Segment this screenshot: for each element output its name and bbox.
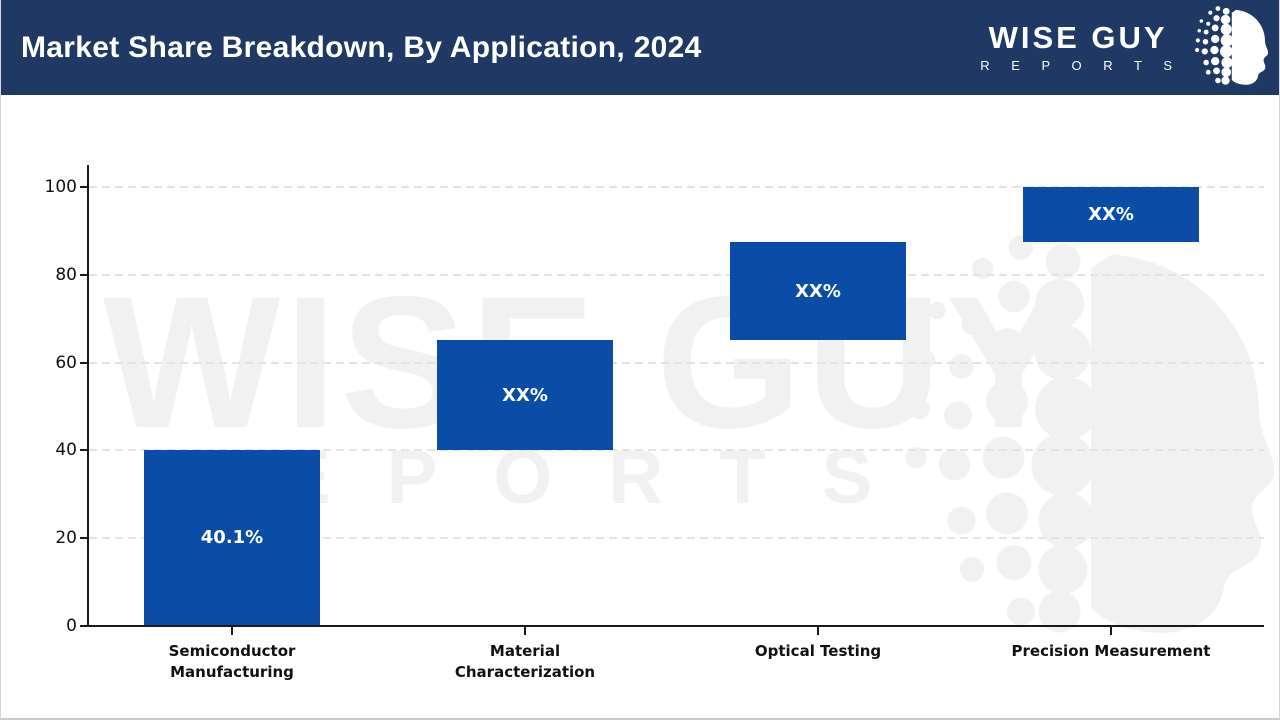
gridline-40 — [89, 449, 1264, 452]
y-axis-tick — [80, 625, 88, 627]
logo-subtext: R E P O R T S — [980, 58, 1181, 73]
y-axis-tick-label: 20 — [55, 528, 77, 549]
y-axis-tick-label: 60 — [55, 352, 77, 373]
gridline-100 — [89, 186, 1264, 188]
y-axis-tick-label: 0 — [66, 616, 77, 636]
y-axis-tick — [80, 361, 88, 364]
logo-wordmark: WISE GUY — [988, 20, 1168, 55]
x-axis-tick — [817, 627, 819, 635]
x-axis-tick — [231, 627, 233, 635]
y-axis-tick-label: 80 — [55, 264, 77, 285]
y-axis-tick — [80, 186, 88, 188]
x-axis-tick — [1110, 627, 1112, 635]
gridline-80 — [89, 273, 1264, 276]
x-axis-category-label: Optical Testing — [754, 642, 882, 660]
logo-text: WISE GUY R E P O R T S — [975, 22, 1181, 73]
x-axis-category-label: Semiconductor Manufacturing — [168, 642, 296, 681]
y-axis-tick — [80, 449, 88, 452]
page-title: Market Share Breakdown, By Application, … — [21, 30, 702, 64]
x-axis-line — [86, 625, 1264, 627]
y-axis-tick — [80, 537, 88, 540]
gridline-60 — [89, 361, 1264, 364]
watermark-head-icon — [905, 235, 1275, 633]
gridline-20 — [89, 537, 1264, 540]
bar-value-label: XX% — [1088, 204, 1134, 226]
x-axis-category-label: Material Characterization — [454, 642, 596, 681]
bar-value-label: 40.1% — [200, 527, 264, 549]
logo-head-icon — [1195, 5, 1269, 85]
bar-optical-testing: XX% — [730, 242, 906, 341]
bar-material-characterization: XX% — [437, 340, 613, 450]
x-axis-category-label: Precision Measurement — [1011, 642, 1211, 660]
bar-value-label: XX% — [795, 280, 841, 302]
y-axis-line — [87, 165, 89, 627]
y-axis-tick — [80, 273, 88, 276]
bar-value-label: XX% — [502, 384, 548, 406]
header: Market Share Breakdown, By Application, … — [1, 0, 1279, 95]
x-axis-tick — [524, 627, 526, 635]
bar-precision-measurement: XX% — [1023, 187, 1199, 243]
y-axis-tick-label: 100 — [44, 177, 77, 197]
bar-semiconductor-manufacturing: 40.1% — [144, 449, 320, 626]
wiseguy-logo: WISE GUY R E P O R T S — [975, 3, 1277, 93]
y-axis-tick-label: 40 — [55, 440, 77, 461]
